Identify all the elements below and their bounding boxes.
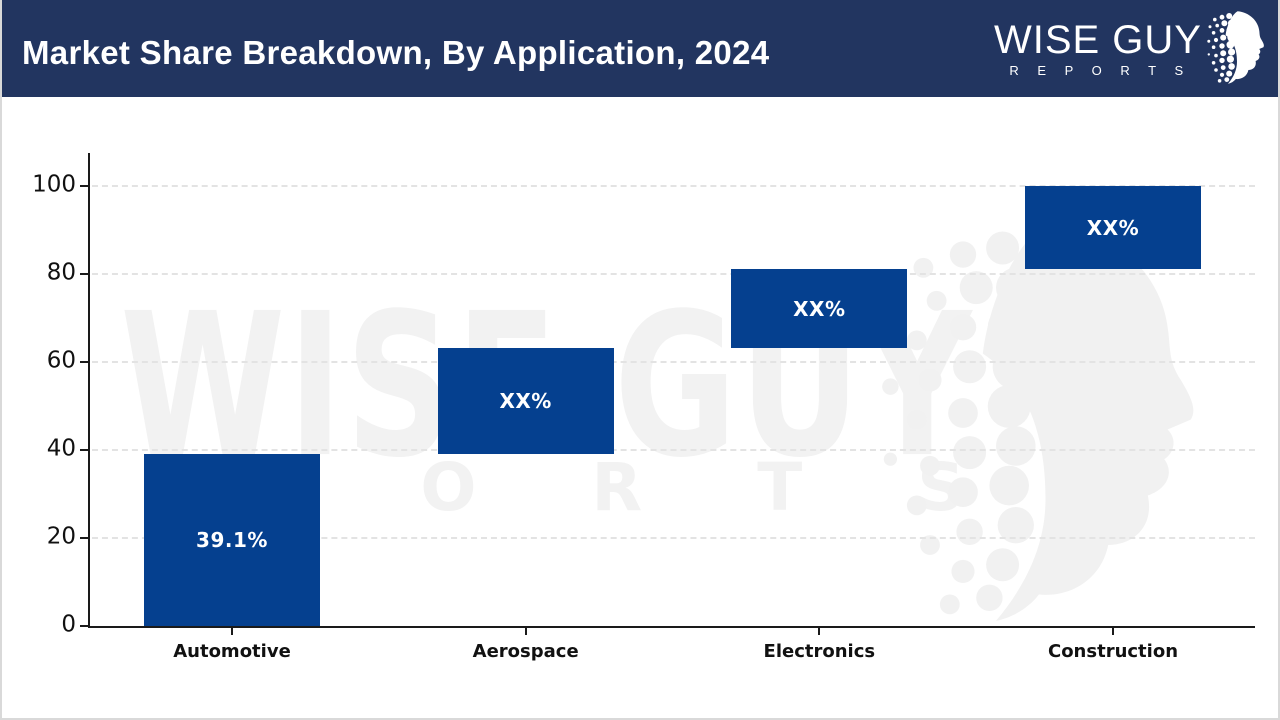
bar-aerospace: XX% <box>437 348 614 454</box>
grid-line <box>92 449 1255 451</box>
y-tick-label: 40 <box>46 435 76 462</box>
bar-value-label: 39.1% <box>196 527 268 552</box>
header: Market Share Breakdown, By Application, … <box>2 0 1278 97</box>
category-label: Automotive <box>173 641 291 662</box>
bar-electronics: XX% <box>731 269 908 349</box>
y-tick-label: 80 <box>46 259 76 286</box>
y-tick <box>80 537 88 539</box>
category-label: Construction <box>1047 641 1179 662</box>
bar-construction: XX% <box>1025 186 1201 270</box>
category-label: Aerospace <box>472 641 579 662</box>
page-title: Market Share Breakdown, By Application, … <box>22 34 770 71</box>
bar-automotive: 39.1% <box>144 453 320 626</box>
y-tick <box>80 273 88 275</box>
x-axis-line <box>88 626 1255 628</box>
watermark-head-icon <box>864 215 1194 644</box>
y-tick-label: 20 <box>46 523 76 550</box>
brand-name: WISE GUY <box>993 18 1202 62</box>
wiseguy-head-logo-icon <box>1204 10 1264 88</box>
y-tick-label: 0 <box>61 611 76 638</box>
x-tick <box>231 628 233 635</box>
grid-line <box>92 361 1255 363</box>
brand-subtitle: R E P O R T S <box>1009 63 1191 78</box>
grid-line <box>92 537 1255 539</box>
bar-value-label: XX% <box>1086 215 1140 240</box>
chart-area: WISE GUY P O R T S 0 20 40 60 80 100 Automotiv… <box>2 97 1278 718</box>
y-tick-label: 60 <box>46 347 76 374</box>
brand-text: WISE GUY R E P O R T S <box>994 20 1202 78</box>
grid-line <box>92 273 1255 275</box>
watermark-subtext: P O R T S <box>257 449 1011 526</box>
y-axis-line <box>88 153 90 628</box>
y-tick <box>80 361 88 363</box>
bar-value-label: XX% <box>793 296 846 321</box>
y-tick <box>80 625 88 627</box>
brand-logo: WISE GUY R E P O R T S <box>994 9 1264 89</box>
grid-line <box>92 185 1255 187</box>
x-tick <box>524 628 527 635</box>
bar-value-label: XX% <box>499 389 552 414</box>
y-tick <box>80 185 88 187</box>
y-tick <box>80 449 88 451</box>
category-label: Electronics <box>763 641 876 662</box>
x-tick <box>818 628 821 635</box>
y-tick-label: 100 <box>32 171 76 198</box>
x-tick <box>1112 628 1114 635</box>
